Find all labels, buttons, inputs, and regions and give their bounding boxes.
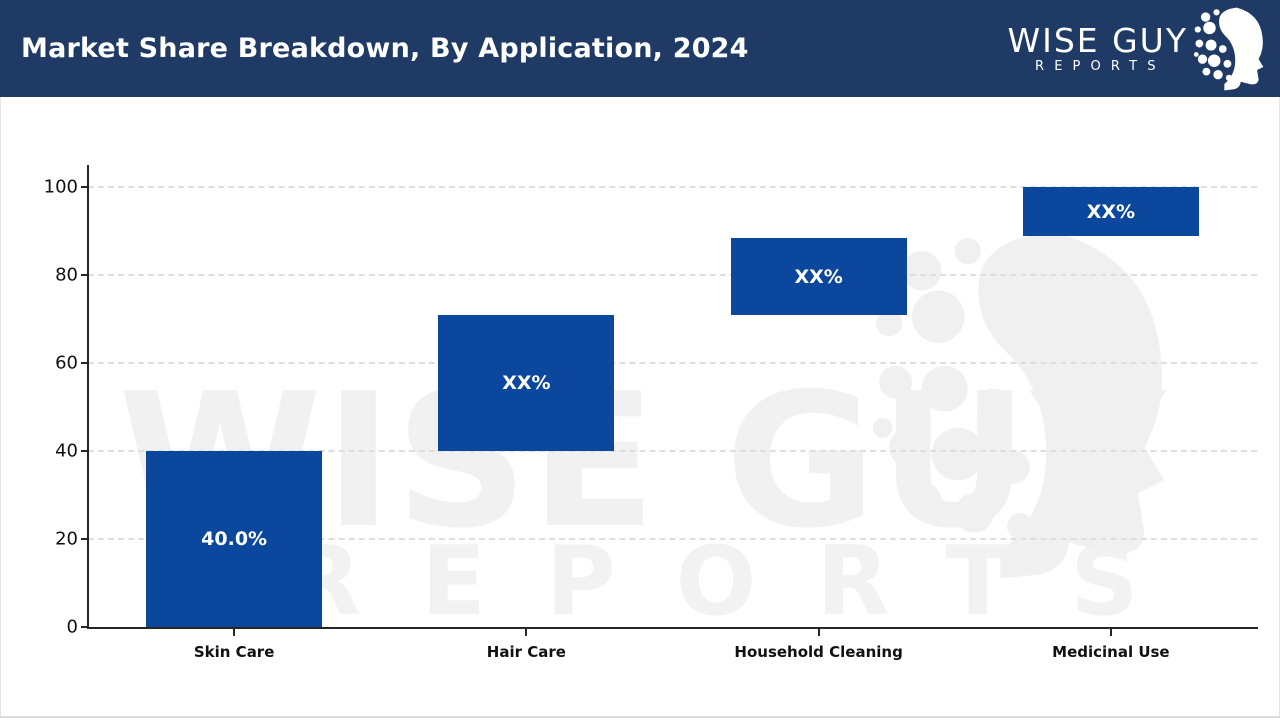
x-axis-category-label: Medicinal Use <box>1052 643 1170 661</box>
bar-segment <box>146 451 323 627</box>
y-axis-tick-label: 0 <box>66 616 78 638</box>
bar-value-label: XX% <box>1086 200 1136 223</box>
y-axis-tick-label: 40 <box>55 440 78 462</box>
y-axis-tick-label: 100 <box>43 176 78 198</box>
y-axis-tick-label: 60 <box>55 352 78 374</box>
bar-segment <box>438 315 615 451</box>
gridline <box>88 538 1257 540</box>
gridline <box>88 450 1257 452</box>
y-axis-tick <box>81 626 88 628</box>
header: Market Share Breakdown, By Application, … <box>0 0 1280 97</box>
y-axis-tick <box>81 538 88 540</box>
bar-segment <box>730 238 907 316</box>
x-axis-tick <box>817 629 820 636</box>
y-axis-tick <box>81 362 88 364</box>
bar-segment <box>1022 187 1199 237</box>
gridline <box>88 274 1257 276</box>
logo-wordmark: WISE GUY <box>1007 21 1188 60</box>
x-axis-tick <box>525 629 528 636</box>
gridline <box>88 362 1257 364</box>
wiseguy-head-icon <box>1193 7 1264 90</box>
chart: WISE GUY REPORTS 0 20 40 60 80 100 40.0% Skin C… <box>0 97 1280 716</box>
y-axis-tick <box>81 186 88 188</box>
gridline <box>88 186 1257 188</box>
y-axis-tick-label: 80 <box>55 264 78 286</box>
x-axis-category-label: Household Cleaning <box>734 643 903 661</box>
bar-value-label: XX% <box>502 372 551 395</box>
y-axis-line <box>87 165 89 629</box>
bottom-rule <box>0 716 1280 718</box>
wiseguy-logo: WISE GUY REPORTS <box>1007 6 1268 92</box>
wiseguy-logo-text: WISE GUY REPORTS <box>1007 24 1188 73</box>
page-title: Market Share Breakdown, By Application, … <box>21 33 749 64</box>
x-axis-line <box>87 627 1258 629</box>
x-axis-tick <box>1109 629 1112 636</box>
y-axis-tick <box>81 274 88 276</box>
logo-subtitle: REPORTS <box>1035 59 1166 74</box>
bar-value-label: 40.0% <box>201 528 268 550</box>
watermark-subtext: REPORTS <box>288 527 1199 637</box>
x-axis-category-label: Skin Care <box>193 643 275 661</box>
y-axis-tick-label: 20 <box>55 528 78 550</box>
bar-value-label: XX% <box>794 265 843 288</box>
y-axis-tick <box>81 450 88 452</box>
x-axis-category-label: Hair Care <box>486 643 566 661</box>
x-axis-tick <box>233 629 236 636</box>
watermark-head-icon <box>872 231 1164 579</box>
